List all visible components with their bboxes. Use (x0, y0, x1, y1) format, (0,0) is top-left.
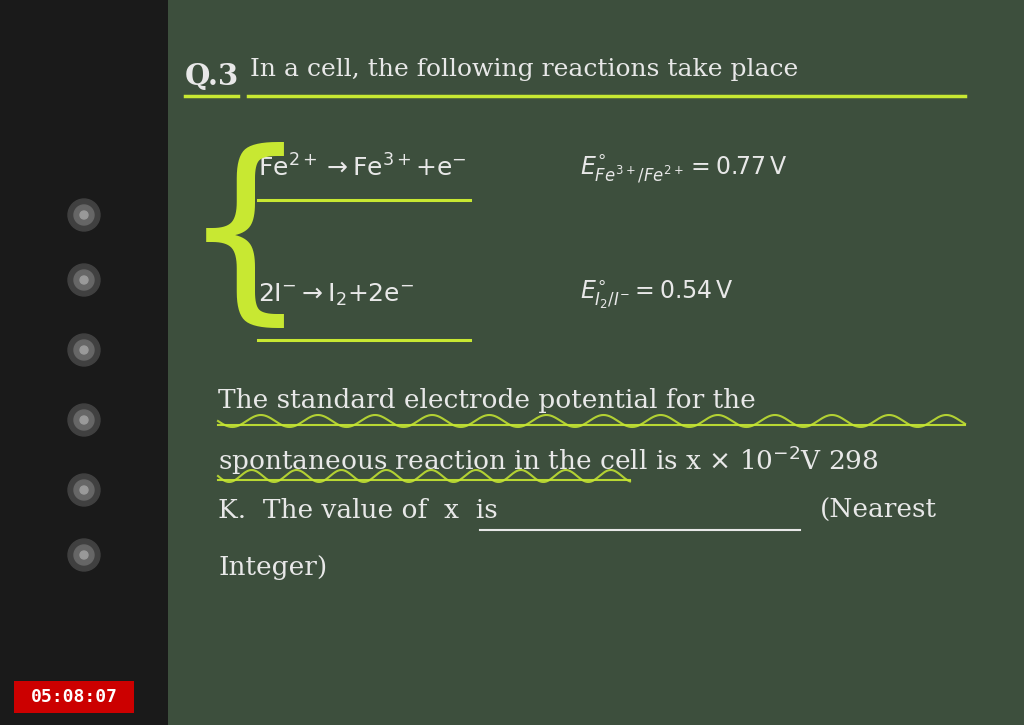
Text: $\mathrm{2I^{-} \rightarrow I_2{+}2e^{-}}$: $\mathrm{2I^{-} \rightarrow I_2{+}2e^{-}… (258, 282, 415, 308)
Circle shape (68, 539, 100, 571)
Circle shape (80, 276, 88, 284)
Text: spontaneous reaction in the cell is x $\times$ 10$^{-2}$V 298: spontaneous reaction in the cell is x $\… (218, 443, 879, 476)
Circle shape (68, 264, 100, 296)
Bar (0, 0, 168, 725)
Circle shape (68, 334, 100, 366)
Text: In a cell, the following reactions take place: In a cell, the following reactions take … (250, 58, 799, 81)
Circle shape (74, 340, 94, 360)
Text: $E^{\circ}_{Fe^{3+}/Fe^{2+}}$$= 0.77\,\mathrm{V}$: $E^{\circ}_{Fe^{3+}/Fe^{2+}}$$= 0.77\,\m… (580, 152, 787, 184)
Circle shape (68, 199, 100, 231)
Text: K.  The value of  x  is: K. The value of x is (218, 498, 498, 523)
Circle shape (80, 551, 88, 559)
Circle shape (74, 205, 94, 225)
Circle shape (74, 545, 94, 565)
Circle shape (80, 486, 88, 494)
Text: $\{$: $\{$ (179, 143, 285, 337)
Circle shape (80, 346, 88, 354)
Text: $E^{\circ}_{I_2/I^{-}}$$= 0.54\,\mathrm{V}$: $E^{\circ}_{I_2/I^{-}}$$= 0.54\,\mathrm{… (580, 279, 733, 311)
Circle shape (74, 410, 94, 430)
Text: Q.3: Q.3 (185, 62, 240, 91)
Circle shape (80, 211, 88, 219)
Text: The standard electrode potential for the: The standard electrode potential for the (218, 388, 756, 413)
Text: (Nearest: (Nearest (820, 498, 937, 523)
Circle shape (68, 474, 100, 506)
Circle shape (74, 480, 94, 500)
Text: 05:08:07: 05:08:07 (31, 688, 118, 706)
Circle shape (74, 270, 94, 290)
Text: $\mathrm{Fe^{2+} \rightarrow Fe^{3+}{+}e^{-}}$: $\mathrm{Fe^{2+} \rightarrow Fe^{3+}{+}e… (258, 154, 467, 181)
Circle shape (68, 404, 100, 436)
FancyBboxPatch shape (14, 681, 134, 713)
Circle shape (80, 416, 88, 424)
Text: Integer): Integer) (218, 555, 328, 580)
